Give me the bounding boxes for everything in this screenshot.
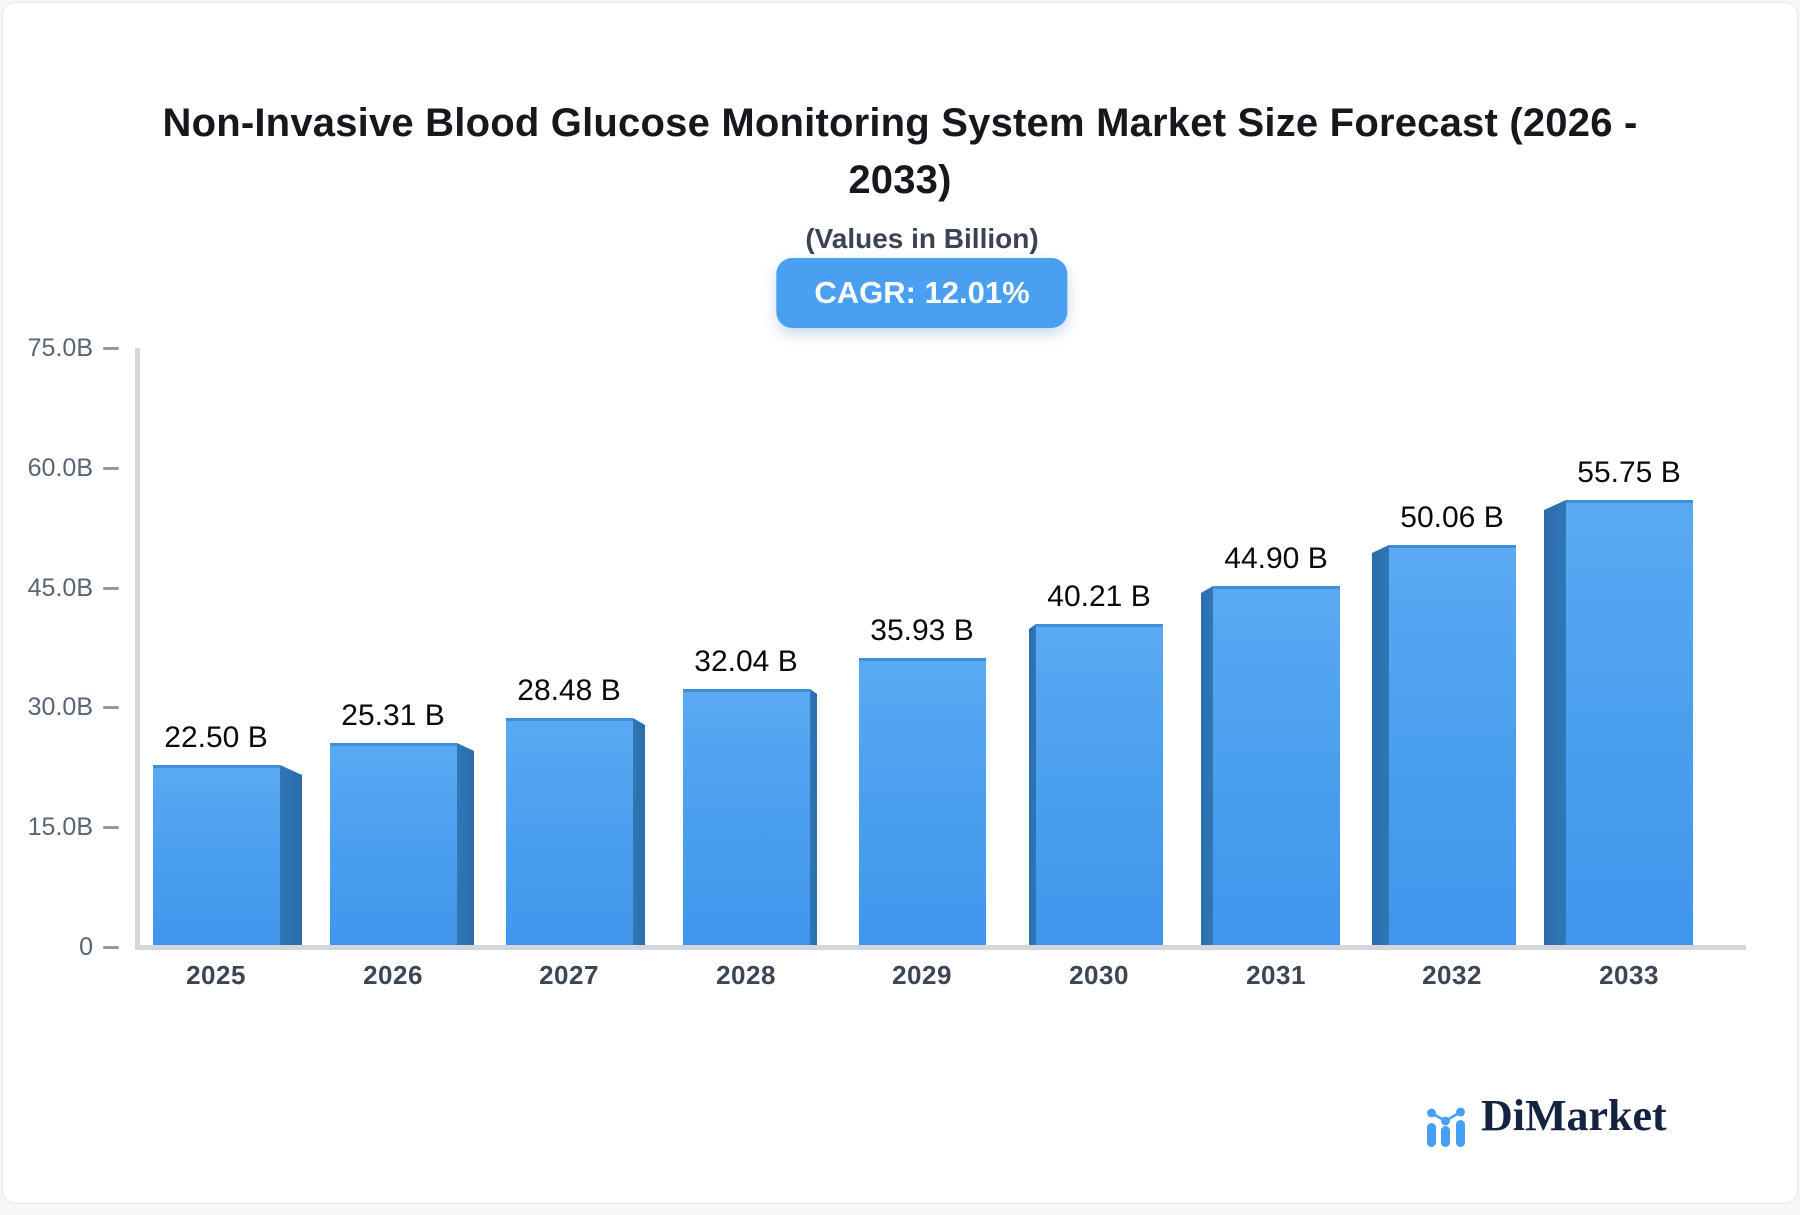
bar-2031[interactable] bbox=[1201, 586, 1340, 945]
bar-face bbox=[683, 689, 810, 945]
bar-side-face bbox=[457, 743, 474, 945]
bar-value-label: 55.75 B bbox=[1577, 456, 1681, 489]
y-axis-tick-label: 45.0B bbox=[27, 574, 93, 602]
cagr-badge: CAGR: 12.01% bbox=[776, 258, 1068, 328]
bar-value-label: 50.06 B bbox=[1400, 501, 1504, 534]
bar-2029[interactable] bbox=[859, 658, 986, 945]
y-axis-tick bbox=[103, 467, 119, 470]
bar-face bbox=[506, 718, 633, 945]
bar-side-face bbox=[1544, 500, 1566, 945]
x-axis-label-2030: 2030 bbox=[1069, 960, 1129, 990]
bar-2030[interactable] bbox=[1029, 624, 1163, 945]
x-axis-label-2033: 2033 bbox=[1599, 960, 1659, 990]
plot-area: 75.0B 60.0B 45.0B 30.0B 15.0B 0 22.50 B 2025 25.… bbox=[3, 3, 1800, 1215]
bar-face bbox=[1036, 624, 1163, 945]
bar-2028[interactable] bbox=[683, 689, 817, 945]
bar-2032[interactable] bbox=[1372, 545, 1516, 945]
bar-value-label: 28.48 B bbox=[517, 674, 621, 707]
bar-side-face bbox=[1201, 586, 1213, 945]
x-axis-line bbox=[135, 945, 1746, 950]
y-axis-tick-label: 15.0B bbox=[27, 813, 93, 841]
x-axis-label-2029: 2029 bbox=[892, 960, 952, 990]
y-axis-tick-label: 75.0B bbox=[27, 334, 93, 362]
chart-title-line1: Non-Invasive Blood Glucose Monitoring Sy… bbox=[162, 101, 1638, 145]
bar-2026[interactable] bbox=[330, 743, 474, 945]
bar-2025[interactable] bbox=[153, 765, 302, 945]
bar-side-face bbox=[810, 689, 817, 945]
bar-face bbox=[1389, 545, 1516, 945]
bar-value-label: 25.31 B bbox=[341, 699, 445, 732]
x-axis-label-2025: 2025 bbox=[186, 960, 246, 990]
bar-value-label: 44.90 B bbox=[1224, 542, 1328, 575]
bar-value-label: 35.93 B bbox=[870, 614, 974, 647]
y-axis-tick-label: 30.0B bbox=[27, 693, 93, 721]
bar-value-label: 40.21 B bbox=[1047, 580, 1151, 613]
bar-face bbox=[859, 658, 986, 945]
dimarket-wordmark: DiMarket bbox=[1481, 1091, 1667, 1140]
y-axis-tick bbox=[103, 946, 119, 949]
chart-title-line2: 2033) bbox=[848, 158, 952, 202]
x-axis-label-2032: 2032 bbox=[1422, 960, 1482, 990]
chart-subtitle: (Values in Billion) bbox=[805, 223, 1039, 254]
bar-face bbox=[1566, 500, 1693, 945]
bar-value-label: 22.50 B bbox=[164, 721, 268, 754]
y-axis-tick-label: 60.0B bbox=[27, 454, 93, 482]
x-axis-label-2027: 2027 bbox=[539, 960, 599, 990]
bar-side-face bbox=[280, 765, 302, 945]
y-axis-tick bbox=[103, 587, 119, 590]
bar-face bbox=[330, 743, 457, 945]
dimarket-logo-icon bbox=[1427, 1107, 1465, 1147]
bar-side-face bbox=[1372, 545, 1389, 945]
x-axis-label-2028: 2028 bbox=[716, 960, 776, 990]
bar-2033[interactable] bbox=[1544, 500, 1693, 945]
y-axis-tick bbox=[103, 706, 119, 709]
bar-face bbox=[153, 765, 280, 945]
chart-title: Non-Invasive Blood Glucose Monitoring Sy… bbox=[3, 95, 1797, 209]
bar-side-face bbox=[1029, 624, 1036, 945]
bar-face bbox=[1213, 586, 1340, 945]
y-axis-line bbox=[135, 348, 140, 950]
bar-side-face bbox=[633, 718, 645, 945]
x-axis-label-2026: 2026 bbox=[363, 960, 423, 990]
x-axis-label-2031: 2031 bbox=[1246, 960, 1306, 990]
bar-2027[interactable] bbox=[506, 718, 645, 945]
y-axis-tick bbox=[103, 347, 119, 350]
y-axis-tick bbox=[103, 826, 119, 829]
bar-value-label: 32.04 B bbox=[694, 645, 798, 678]
y-axis-tick-label: 0 bbox=[79, 933, 93, 961]
